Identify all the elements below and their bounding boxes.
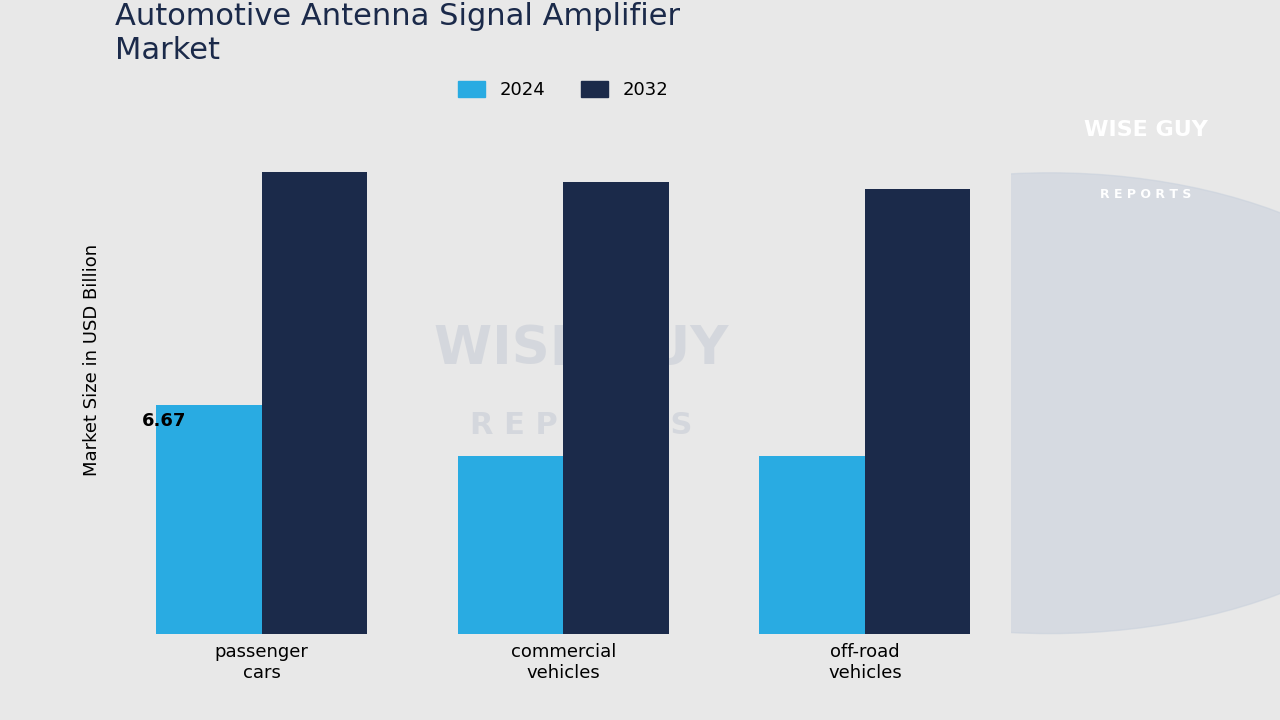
Text: 6.67: 6.67 bbox=[142, 413, 187, 431]
Bar bbox=[458, 456, 563, 634]
Text: Automotive Antenna Signal Amplifier
Market: Automotive Antenna Signal Amplifier Mark… bbox=[115, 2, 681, 65]
Y-axis label: Market Size in USD Billion: Market Size in USD Billion bbox=[83, 244, 101, 476]
Text: WISE GUY: WISE GUY bbox=[434, 323, 728, 375]
Text: WISE GUY: WISE GUY bbox=[1084, 120, 1207, 140]
Bar bbox=[563, 182, 668, 634]
Bar bbox=[865, 189, 970, 634]
Legend: 2024, 2032: 2024, 2032 bbox=[451, 73, 676, 107]
Text: R E P O R T S: R E P O R T S bbox=[470, 411, 692, 440]
Text: R E P O R T S: R E P O R T S bbox=[1100, 188, 1192, 201]
Bar bbox=[759, 456, 865, 634]
Bar bbox=[261, 172, 367, 634]
Bar bbox=[156, 405, 261, 634]
